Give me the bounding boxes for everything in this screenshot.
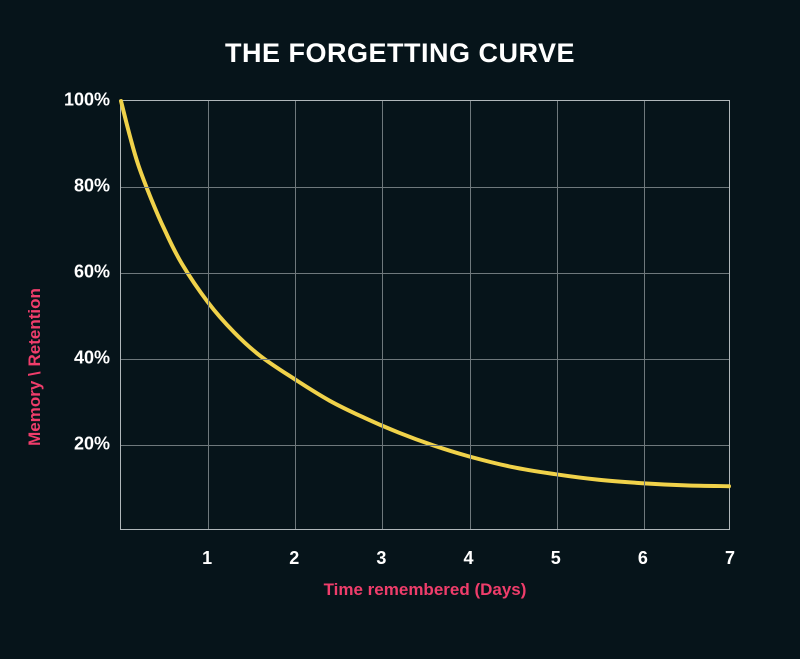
x-tick-label: 5: [551, 548, 561, 569]
grid-vertical: [557, 101, 558, 529]
y-tick-label: 60%: [60, 262, 110, 283]
chart-canvas: THE FORGETTING CURVE Memory \ Retention …: [0, 0, 800, 659]
x-tick-label: 7: [725, 548, 735, 569]
x-tick-label: 2: [289, 548, 299, 569]
x-tick-label: 1: [202, 548, 212, 569]
x-tick-label: 6: [638, 548, 648, 569]
grid-vertical: [295, 101, 296, 529]
x-tick-label: 3: [376, 548, 386, 569]
grid-horizontal: [121, 359, 729, 360]
y-tick-label: 20%: [60, 434, 110, 455]
y-tick-label: 100%: [60, 90, 110, 111]
grid-vertical: [208, 101, 209, 529]
forgetting-curve-line: [121, 101, 729, 486]
grid-vertical: [470, 101, 471, 529]
x-axis-label: Time remembered (Days): [324, 580, 527, 600]
x-tick-label: 4: [464, 548, 474, 569]
grid-horizontal: [121, 187, 729, 188]
grid-horizontal: [121, 273, 729, 274]
y-axis-label: Memory \ Retention: [25, 288, 45, 446]
plot-area: [120, 100, 730, 530]
grid-vertical: [382, 101, 383, 529]
curve-svg: [121, 101, 729, 529]
grid-horizontal: [121, 445, 729, 446]
chart-title: THE FORGETTING CURVE: [0, 38, 800, 69]
grid-vertical: [644, 101, 645, 529]
y-tick-label: 80%: [60, 176, 110, 197]
y-tick-label: 40%: [60, 348, 110, 369]
